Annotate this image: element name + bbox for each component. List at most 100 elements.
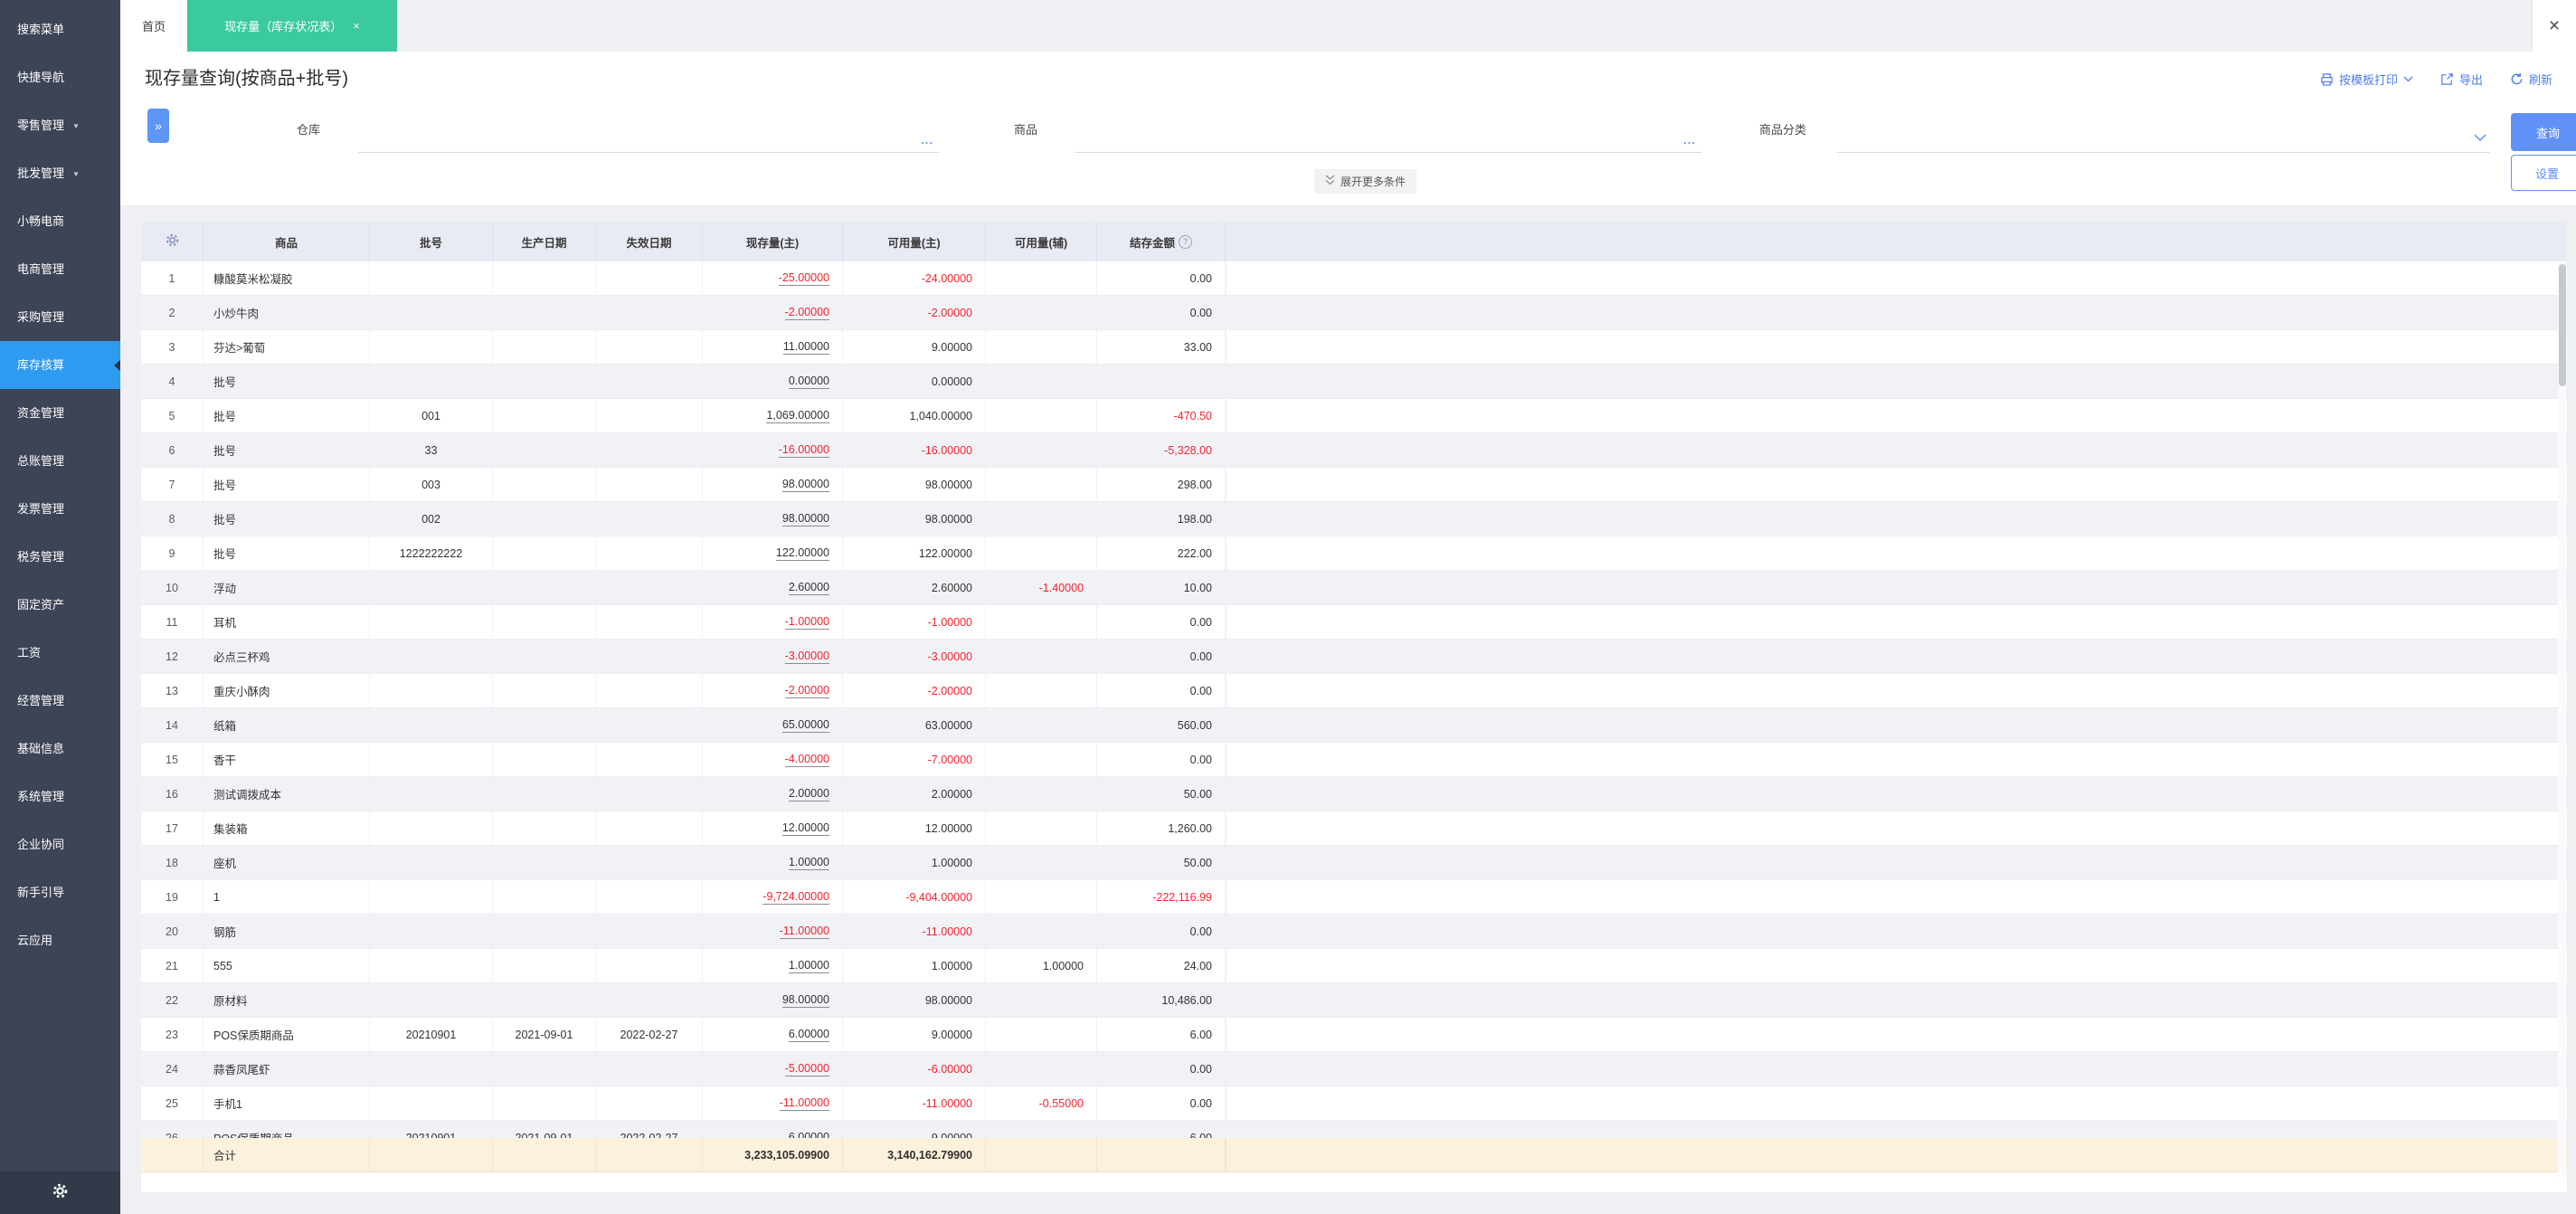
qty-link[interactable]: 98.00000 (781, 511, 829, 526)
qty-link[interactable]: -25.00000 (778, 270, 829, 286)
qty-link[interactable]: 98.00000 (781, 992, 829, 1008)
sidebar-item-小畅电商[interactable]: 小畅电商 (0, 197, 120, 245)
qty-link[interactable]: 65.00000 (781, 717, 829, 733)
sidebar-item-批发管理[interactable]: 批发管理 ▼ (0, 149, 120, 197)
qty-link[interactable]: -11.00000 (779, 924, 829, 939)
qty-link[interactable]: 2.00000 (788, 786, 829, 801)
cell-n: 8 (141, 502, 204, 536)
cell-batch (370, 640, 493, 673)
sidebar-item-税务管理[interactable]: 税务管理 (0, 533, 120, 581)
sidebar-item-采购管理[interactable]: 采购管理 (0, 293, 120, 341)
category-select[interactable] (1837, 105, 2490, 153)
sidebar-item-经营管理[interactable]: 经营管理 (0, 677, 120, 725)
cell-batch: 20210901 (370, 1121, 493, 1138)
qty-link[interactable]: -4.00000 (784, 752, 829, 767)
total-empty-cell (1097, 1138, 1226, 1171)
cell-amount: 0.00 (1097, 296, 1226, 329)
sidebar-item-零售管理[interactable]: 零售管理 ▼ (0, 101, 120, 149)
cell-n: 10 (141, 571, 204, 604)
sidebar-item-总账管理[interactable]: 总账管理 (0, 437, 120, 485)
sidebar-item-固定资产[interactable]: 固定资产 (0, 581, 120, 629)
qty-link[interactable]: -16.00000 (778, 442, 829, 458)
cell-pd (493, 1052, 596, 1086)
cell-aux (986, 433, 1097, 467)
qty-link[interactable]: 122.00000 (775, 545, 829, 561)
scrollbar-thumb[interactable] (2559, 264, 2566, 386)
qty-link[interactable]: -2.00000 (784, 305, 829, 320)
qty-link[interactable]: 1.00000 (788, 855, 829, 870)
table-total-row: 合计 3,233,105.09900 3,140,162.79900 (141, 1138, 2567, 1172)
cell-product: 浮动 (204, 571, 370, 604)
sidebar-item-搜索菜单[interactable]: 搜索菜单 (0, 5, 120, 53)
product-input[interactable]: ... (1075, 105, 1701, 153)
info-icon[interactable]: ? (1179, 234, 1192, 249)
qty-link[interactable]: -11.00000 (779, 1095, 829, 1111)
query-button[interactable]: 查询 (2511, 113, 2576, 151)
sidebar-item-资金管理[interactable]: 资金管理 (0, 389, 120, 437)
qty-link[interactable]: 1.00000 (788, 958, 829, 973)
sidebar-item-企业协同[interactable]: 企业协同 (0, 820, 120, 868)
export-button[interactable]: 导出 (2440, 71, 2483, 88)
settings-label: 设置 (2534, 166, 2559, 181)
gear-icon[interactable] (166, 233, 179, 250)
column-settings-cell (141, 222, 204, 261)
qty-link[interactable]: -9,724.00000 (762, 889, 829, 905)
table-row: 18 座机 1.00000 1.00000 50.00 (141, 846, 2567, 880)
cell-pd (493, 433, 596, 467)
cell-amount: 50.00 (1097, 846, 1226, 879)
qty-link[interactable]: 0.00000 (788, 374, 829, 389)
cell-product: 批号 (204, 536, 370, 570)
balance-amount-label: 结存金额 (1129, 236, 1175, 250)
qty-link[interactable]: 12.00000 (781, 820, 829, 836)
table-row: 8 批号 002 98.00000 98.00000 198.00 (141, 502, 2567, 536)
qty-link[interactable]: 11.00000 (782, 339, 829, 355)
warehouse-picker-icon[interactable]: ... (921, 132, 933, 147)
header-balance-amount: 结存金额 ? (1097, 222, 1226, 261)
expand-more-conditions-button[interactable]: 展开更多条件 (1314, 169, 1417, 194)
chevron-down-icon[interactable] (2474, 130, 2490, 147)
sidebar-item-发票管理[interactable]: 发票管理 (0, 485, 120, 533)
cell-product: POS保质期商品 (204, 1018, 370, 1051)
tab-current-stock[interactable]: 现存量（库存状况表） × (187, 0, 397, 52)
sidebar-item-工资[interactable]: 工资 (0, 629, 120, 677)
settings-button[interactable]: 设置 (2511, 155, 2576, 191)
cell-qty: 6.00000 (703, 1018, 843, 1051)
chevron-down-icon[interactable] (2403, 76, 2413, 82)
cell-amount: 0.00 (1097, 1052, 1226, 1086)
qty-link[interactable]: -3.00000 (784, 649, 829, 664)
window-close-icon[interactable]: × (2532, 0, 2576, 52)
qty-link[interactable]: 6.00000 (788, 1027, 829, 1042)
cell-pd (493, 605, 596, 639)
cell-product: 必点三杯鸡 (204, 640, 370, 673)
vertical-scrollbar[interactable] (2558, 262, 2566, 1177)
warehouse-input[interactable]: ... (358, 105, 939, 153)
sidebar-item-系统管理[interactable]: 系统管理 (0, 773, 120, 820)
qty-link[interactable]: 2.60000 (788, 580, 829, 595)
cell-amount: 0.00 (1097, 640, 1226, 673)
print-by-template-button[interactable]: 按模板打印 (2320, 71, 2413, 88)
cell-product: 座机 (204, 846, 370, 879)
refresh-button[interactable]: 刷新 (2510, 71, 2552, 88)
sidebar-item-新手引导[interactable]: 新手引导 (0, 868, 120, 916)
tab-close-icon[interactable]: × (353, 19, 360, 33)
qty-link[interactable]: -5.00000 (784, 1061, 829, 1076)
qty-link[interactable]: 98.00000 (781, 477, 829, 492)
cell-avail: -7.00000 (843, 743, 986, 776)
qty-link[interactable]: 1,069.00000 (766, 408, 829, 423)
sidebar-item-基础信息[interactable]: 基础信息 (0, 725, 120, 773)
cell-aux (986, 1018, 1097, 1051)
sidebar-item-电商管理[interactable]: 电商管理 (0, 245, 120, 293)
sidebar-item-云应用[interactable]: 云应用 (0, 916, 120, 964)
qty-link[interactable]: 6.00000 (789, 1131, 829, 1139)
cell-batch (370, 605, 493, 639)
qty-link[interactable]: -2.00000 (784, 683, 829, 698)
sidebar-item-快捷导航[interactable]: 快捷导航 (0, 53, 120, 101)
tab-home[interactable]: 首页 (120, 0, 187, 52)
settings-gear-icon[interactable] (52, 1183, 68, 1203)
collapse-filters-button[interactable]: » (147, 109, 169, 143)
qty-link[interactable]: -1.00000 (784, 614, 829, 630)
sidebar-item-label: 工资 (17, 646, 42, 659)
sidebar-item-库存核算[interactable]: 库存核算 (0, 341, 120, 389)
product-picker-icon[interactable]: ... (1683, 132, 1696, 147)
